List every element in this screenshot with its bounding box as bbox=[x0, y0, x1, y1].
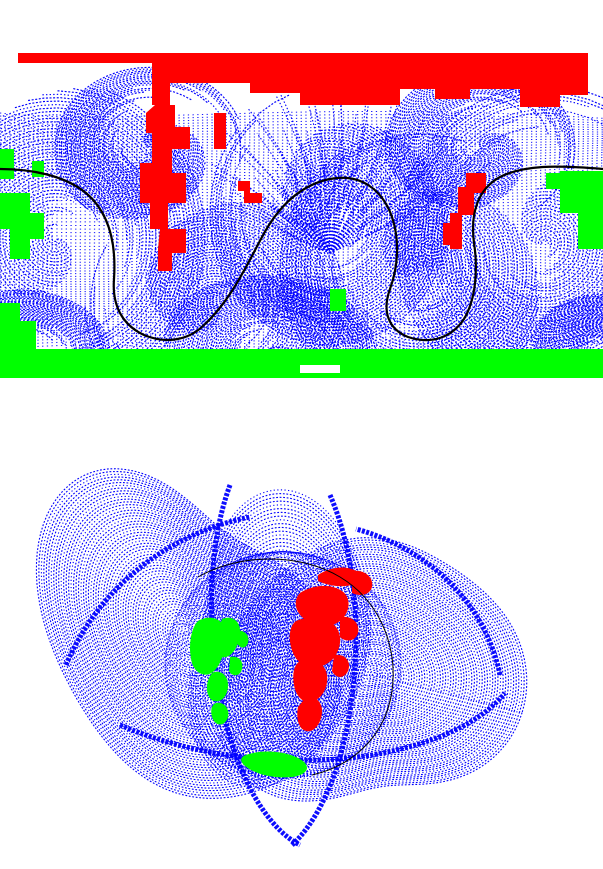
globe-north-mask bbox=[289, 567, 373, 732]
map-south-mask bbox=[0, 149, 603, 378]
orthographic-globe-panel bbox=[0, 425, 603, 850]
map-north-mask bbox=[18, 53, 588, 271]
globe-svg bbox=[0, 425, 603, 850]
black-contour-left bbox=[0, 167, 205, 342]
map-svg bbox=[0, 53, 603, 378]
black-contour-right bbox=[203, 165, 603, 342]
equirectangular-map-panel bbox=[0, 53, 603, 378]
map-black-contours bbox=[0, 165, 603, 342]
globe-limb-contour bbox=[197, 558, 394, 776]
globe-south-mask bbox=[190, 617, 307, 778]
